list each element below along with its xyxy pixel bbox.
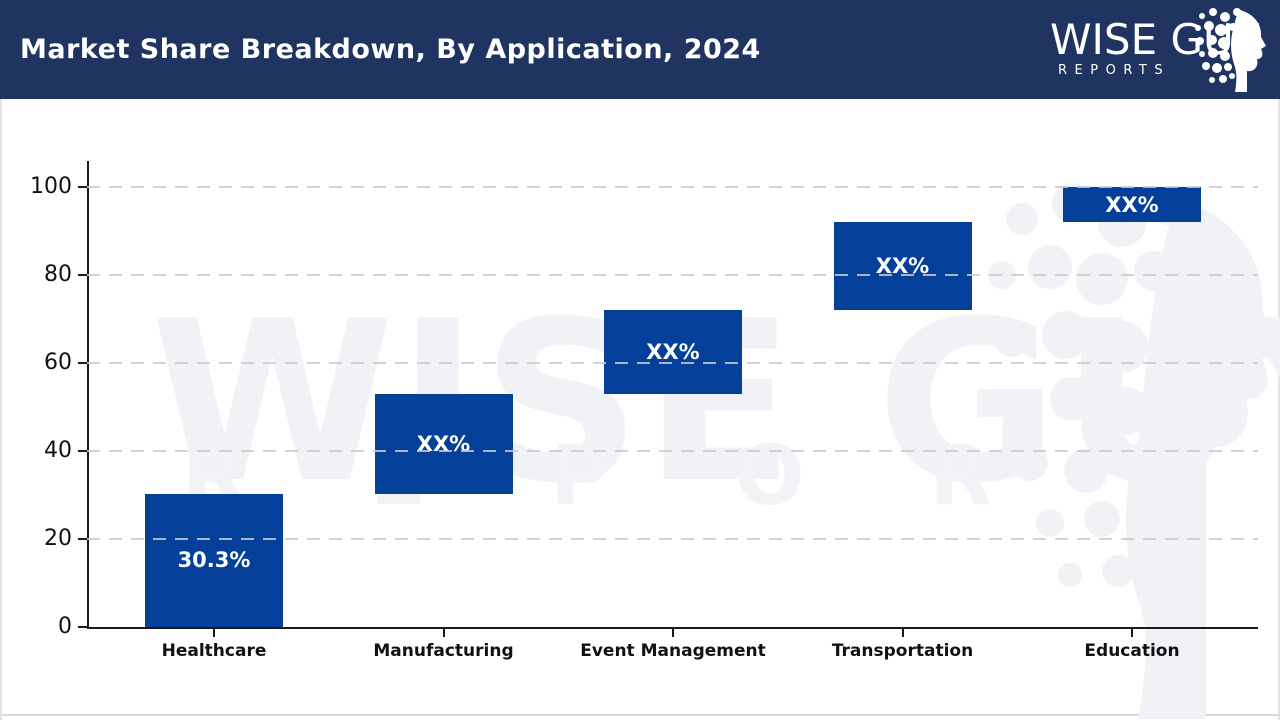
ytick-label-60: 60 (44, 350, 72, 375)
y-axis-line (87, 161, 89, 629)
x-axis-line (87, 627, 1258, 629)
ytick-mark-60 (78, 362, 87, 364)
ytick-mark-80 (78, 274, 87, 276)
bar-value-label: 30.3% (177, 548, 251, 573)
ytick-mark-0 (78, 626, 87, 628)
ytick-label-0: 0 (58, 614, 72, 639)
logo-dot-face-icon (1195, 7, 1266, 92)
ytick-mark-100 (78, 186, 87, 188)
gridline-100 (87, 186, 1258, 188)
xtick-label-0: Healthcare (161, 641, 267, 661)
xtick-mark-0 (213, 629, 215, 637)
ytick-mark-40 (78, 450, 87, 452)
brand-logo: WISE GUY REPORTS (1016, 4, 1266, 96)
xtick-label-3: Transportation (831, 641, 974, 661)
ytick-label-20: 20 (44, 526, 72, 551)
xtick-label-2: Event Management (580, 641, 766, 661)
bottom-border-line (2, 714, 1280, 716)
ytick-label-40: 40 (44, 438, 72, 463)
ytick-label-100: 100 (30, 174, 72, 199)
bar-education: XX% (1063, 187, 1201, 223)
page-title: Market Share Breakdown, By Application, … (20, 34, 761, 65)
xtick-mark-4 (1131, 629, 1133, 637)
bar-value-label: XX% (646, 339, 700, 364)
bar-manufacturing: XX% (374, 393, 513, 494)
bar-value-label: XX% (416, 431, 471, 456)
bar-event-management: XX% (604, 310, 742, 394)
gridline-20 (87, 538, 1258, 540)
wise-guy-logo-graphic: WISE GUY REPORTS (1050, 7, 1266, 92)
bar-transportation: XX% (833, 222, 972, 311)
ytick-mark-20 (78, 538, 87, 540)
logo-subtext: REPORTS (1058, 63, 1170, 78)
gridline-80 (87, 274, 1258, 276)
chart-canvas: WISE GUY R E P O R T S 02040608010030.3%… (0, 99, 1280, 720)
bar-healthcare: 30.3% (145, 493, 283, 627)
xtick-label-1: Manufacturing (373, 641, 514, 661)
bar-value-label: XX% (1105, 192, 1159, 217)
gridline-40 (87, 450, 1258, 452)
gridline-60 (87, 362, 1258, 364)
header-bar: Market Share Breakdown, By Application, … (0, 0, 1280, 99)
ytick-label-80: 80 (44, 262, 72, 287)
xtick-mark-2 (672, 629, 674, 637)
xtick-label-4: Education (1084, 641, 1180, 661)
xtick-mark-3 (901, 629, 904, 637)
xtick-mark-1 (442, 629, 445, 637)
